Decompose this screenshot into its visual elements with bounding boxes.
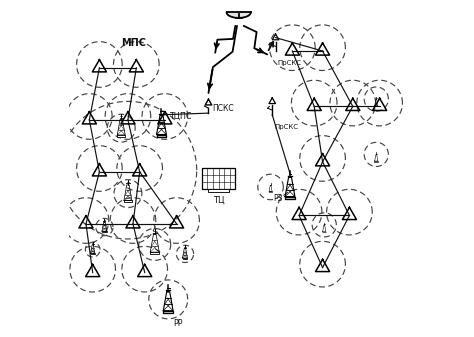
Text: РР: РР (173, 318, 183, 328)
Bar (164, 311, 173, 313)
Bar (157, 134, 166, 136)
Bar (269, 191, 272, 192)
Bar (124, 201, 132, 202)
Polygon shape (202, 168, 235, 189)
Bar (118, 135, 125, 136)
Text: ТЦ: ТЦ (213, 196, 224, 205)
Text: МПС: МПС (121, 38, 146, 48)
Text: ТЦПС: ТЦПС (169, 111, 191, 120)
Bar (150, 252, 159, 254)
Bar (285, 196, 295, 199)
Text: РЗ: РЗ (273, 194, 283, 204)
Bar (202, 168, 235, 189)
Bar (91, 253, 95, 254)
Text: ПрСКС: ПрСКС (277, 60, 301, 66)
Polygon shape (227, 12, 251, 18)
Text: ПСКС: ПСКС (212, 104, 234, 113)
Text: ПрСКС: ПрСКС (274, 124, 298, 130)
Bar (374, 161, 378, 162)
Bar (102, 231, 107, 232)
Bar (182, 258, 187, 259)
Bar (209, 189, 228, 192)
